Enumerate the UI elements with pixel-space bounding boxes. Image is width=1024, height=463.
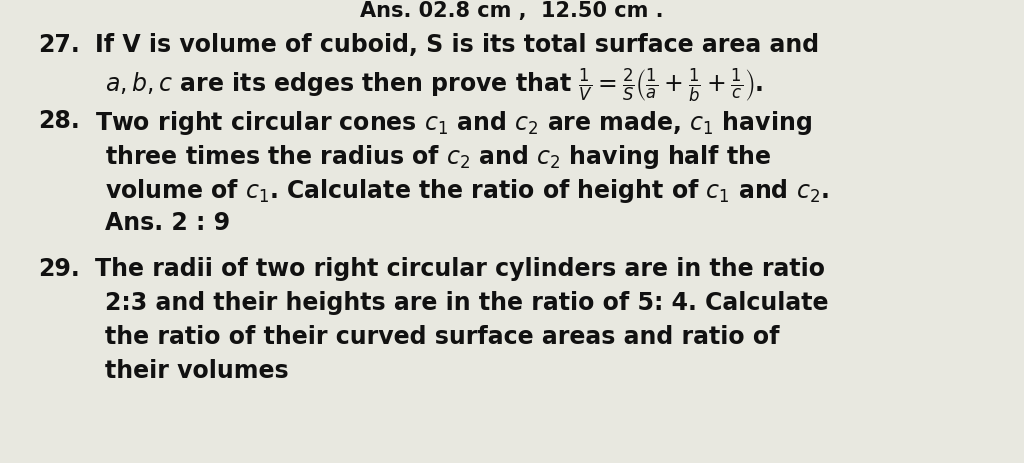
- Text: three times the radius of $c_2$ and $c_2$ having half the: three times the radius of $c_2$ and $c_2…: [105, 143, 771, 171]
- Text: Two right circular cones $c_1$ and $c_2$ are made, $c_1$ having: Two right circular cones $c_1$ and $c_2$…: [95, 109, 812, 137]
- Text: $a, b, c$ are its edges then prove that $\frac{1}{V}=\frac{2}{S}\left(\frac{1}{a: $a, b, c$ are its edges then prove that …: [105, 67, 763, 105]
- Text: 28.: 28.: [38, 109, 80, 133]
- Text: the ratio of their curved surface areas and ratio of: the ratio of their curved surface areas …: [105, 325, 779, 349]
- Text: The radii of two right circular cylinders are in the ratio: The radii of two right circular cylinder…: [95, 257, 825, 281]
- Text: 29.: 29.: [38, 257, 80, 281]
- Text: 27.: 27.: [38, 33, 80, 57]
- Text: Ans. 02.8 cm ,  12.50 cm .: Ans. 02.8 cm , 12.50 cm .: [360, 1, 664, 21]
- Text: volume of $c_1$. Calculate the ratio of height of $c_1$ and $c_2$.: volume of $c_1$. Calculate the ratio of …: [105, 177, 828, 205]
- Text: their volumes: their volumes: [105, 359, 289, 383]
- Text: 2:3 and their heights are in the ratio of 5: 4. Calculate: 2:3 and their heights are in the ratio o…: [105, 291, 828, 315]
- Text: Ans. 2 : 9: Ans. 2 : 9: [105, 211, 230, 235]
- Text: If V is volume of cuboid, S is its total surface area and: If V is volume of cuboid, S is its total…: [95, 33, 819, 57]
